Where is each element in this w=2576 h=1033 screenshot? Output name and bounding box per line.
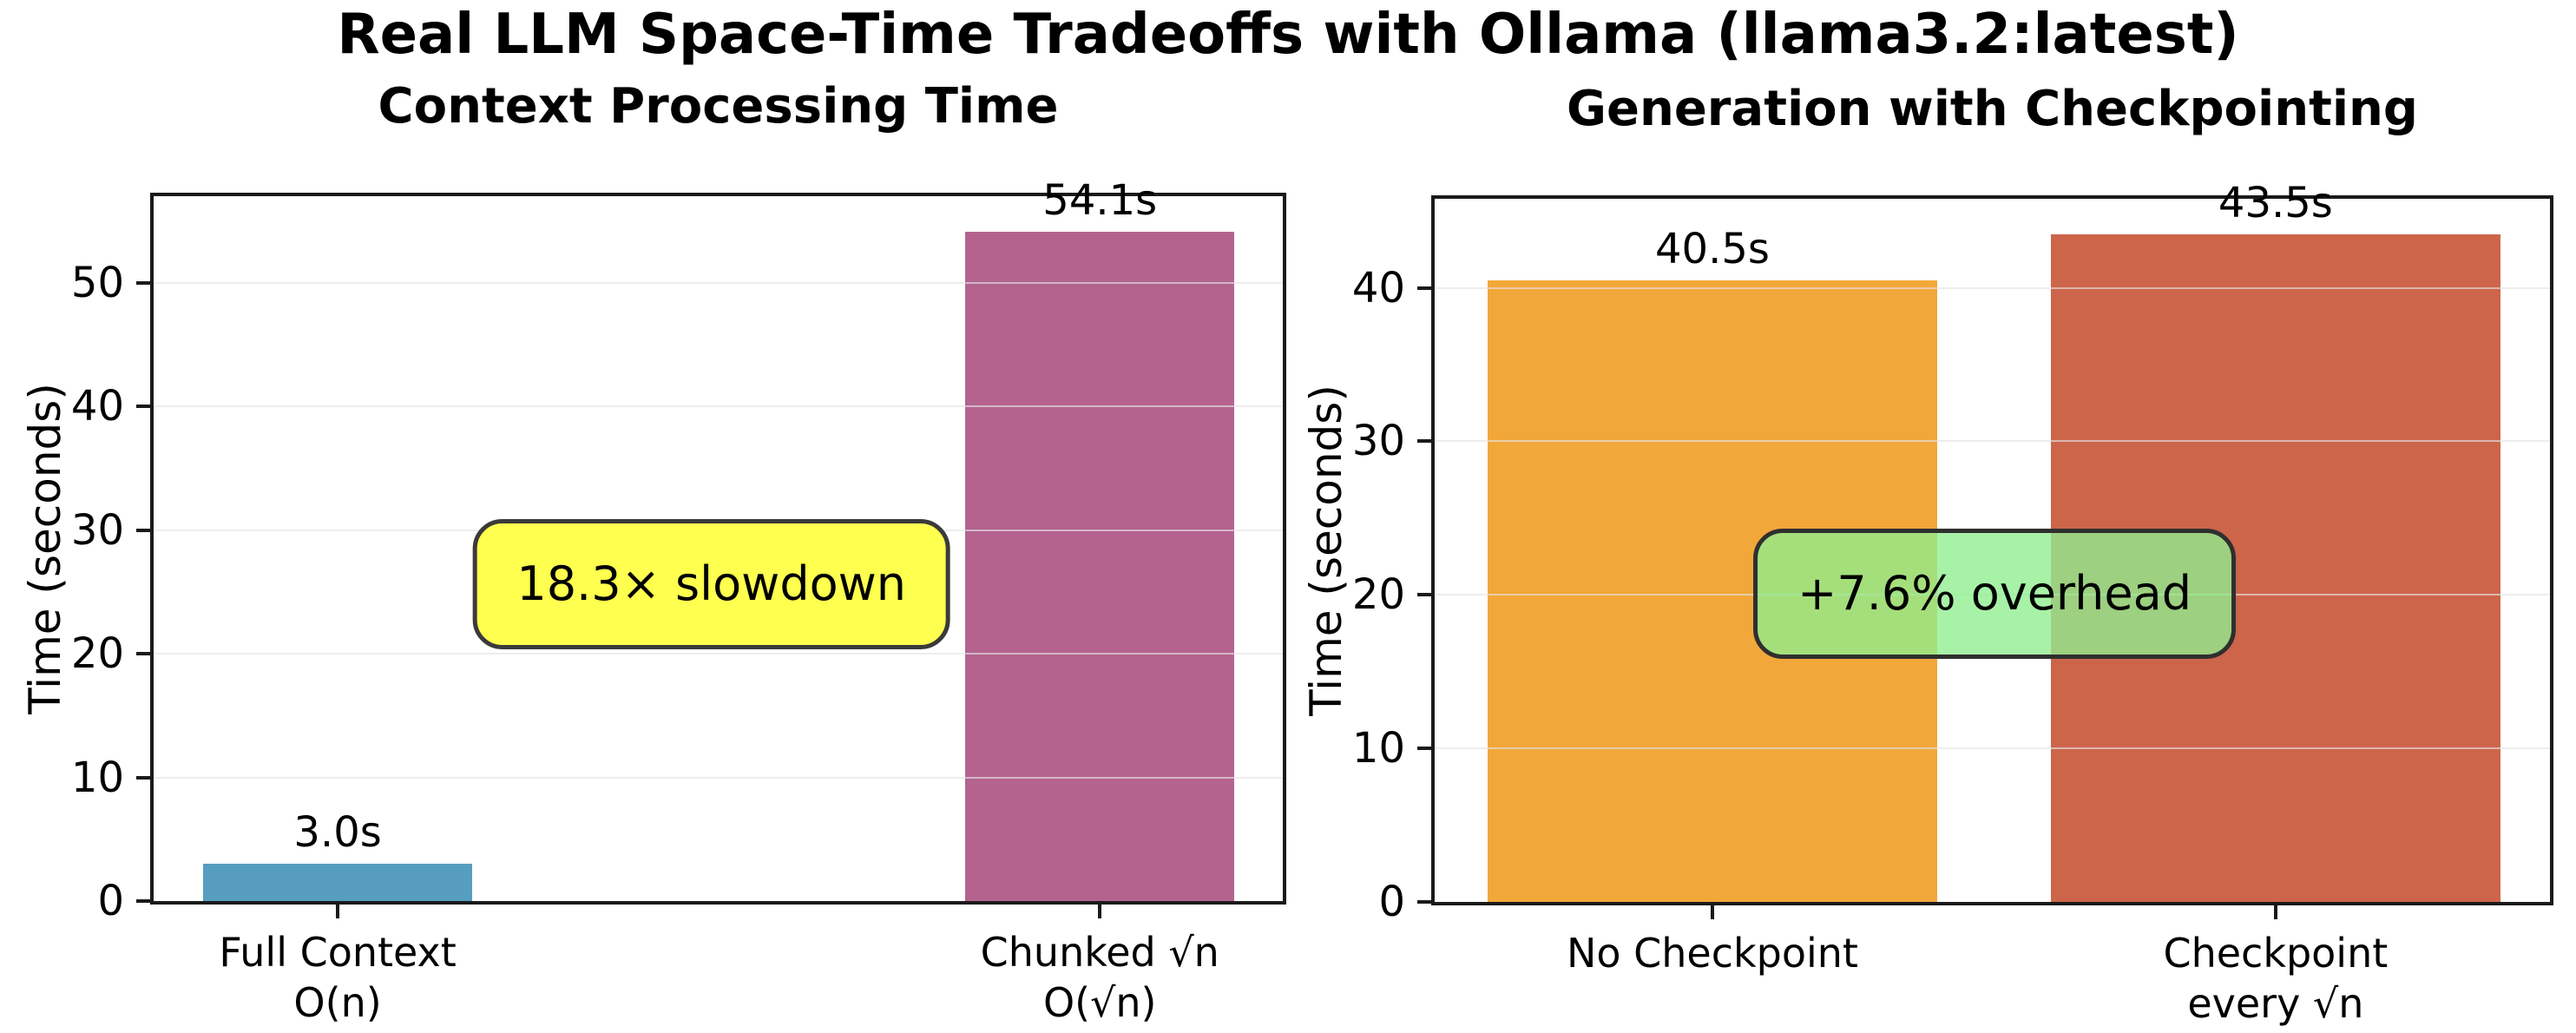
y-tick-label: 40 — [1351, 263, 1405, 313]
y-tick-mark — [136, 652, 150, 656]
y-tick-label: 50 — [70, 258, 124, 307]
x-tick-label: Full Context O(n) — [219, 929, 457, 1026]
y-tick-mark — [1417, 439, 1431, 444]
annotation-slowdown: 18.3× slowdown — [472, 519, 951, 650]
y-tick-label: 0 — [1378, 878, 1405, 926]
gridline-y40 — [154, 405, 1283, 408]
y-tick-mark — [136, 280, 150, 285]
x-tick-label: Chunked √n O(√n) — [980, 929, 1219, 1026]
bar-value-label: 43.5s — [2218, 178, 2333, 227]
x-tick-mark — [1098, 905, 1102, 918]
y-axis-label: Time (seconds) — [20, 383, 70, 714]
x-tick-label: No Checkpoint — [1566, 930, 1858, 977]
y-tick-mark — [136, 775, 150, 780]
y-tick-mark — [1417, 747, 1431, 751]
y-tick-mark — [136, 405, 150, 409]
y-tick-label: 20 — [1351, 570, 1405, 620]
bar-chunked-n — [965, 232, 1235, 901]
y-tick-label: 20 — [70, 629, 124, 679]
gridline-y30 — [1435, 440, 2550, 443]
bar-full-context — [203, 864, 472, 901]
subplot-title: Context Processing Time — [378, 78, 1059, 135]
bar-value-label: 3.0s — [293, 808, 382, 858]
y-tick-label: 0 — [97, 877, 124, 925]
y-tick-label: 30 — [70, 505, 124, 555]
figure-title: Real LLM Space-Time Tradeoffs with Ollam… — [337, 3, 2239, 67]
bar-value-label: 54.1s — [1042, 176, 1158, 226]
plot-area — [150, 193, 1286, 905]
y-tick-mark — [1417, 593, 1431, 597]
y-tick-label: 10 — [1351, 724, 1405, 773]
annotation-overhead: +7.6% overhead — [1753, 528, 2237, 659]
x-tick-mark — [336, 905, 340, 918]
gridline-y50 — [154, 281, 1283, 284]
y-tick-mark — [1417, 900, 1431, 904]
bar-value-label: 40.5s — [1655, 224, 1770, 273]
x-tick-label: Checkpoint every √n — [2163, 930, 2389, 1027]
y-tick-mark — [136, 528, 150, 532]
plot-area — [1431, 195, 2553, 905]
gridline-y10 — [154, 776, 1283, 779]
gridline-y20 — [154, 653, 1283, 655]
gridline-y10 — [1435, 747, 2550, 750]
x-tick-mark — [2273, 905, 2277, 919]
y-tick-mark — [136, 899, 150, 903]
y-tick-mark — [1417, 286, 1431, 290]
x-tick-mark — [1710, 905, 1714, 919]
subplot-title: Generation with Checkpointing — [1567, 81, 2418, 137]
y-axis-label: Time (seconds) — [1301, 385, 1351, 716]
y-tick-label: 40 — [70, 382, 124, 431]
y-tick-label: 10 — [70, 753, 124, 802]
y-tick-label: 30 — [1351, 417, 1405, 466]
gridline-y40 — [1435, 286, 2550, 289]
